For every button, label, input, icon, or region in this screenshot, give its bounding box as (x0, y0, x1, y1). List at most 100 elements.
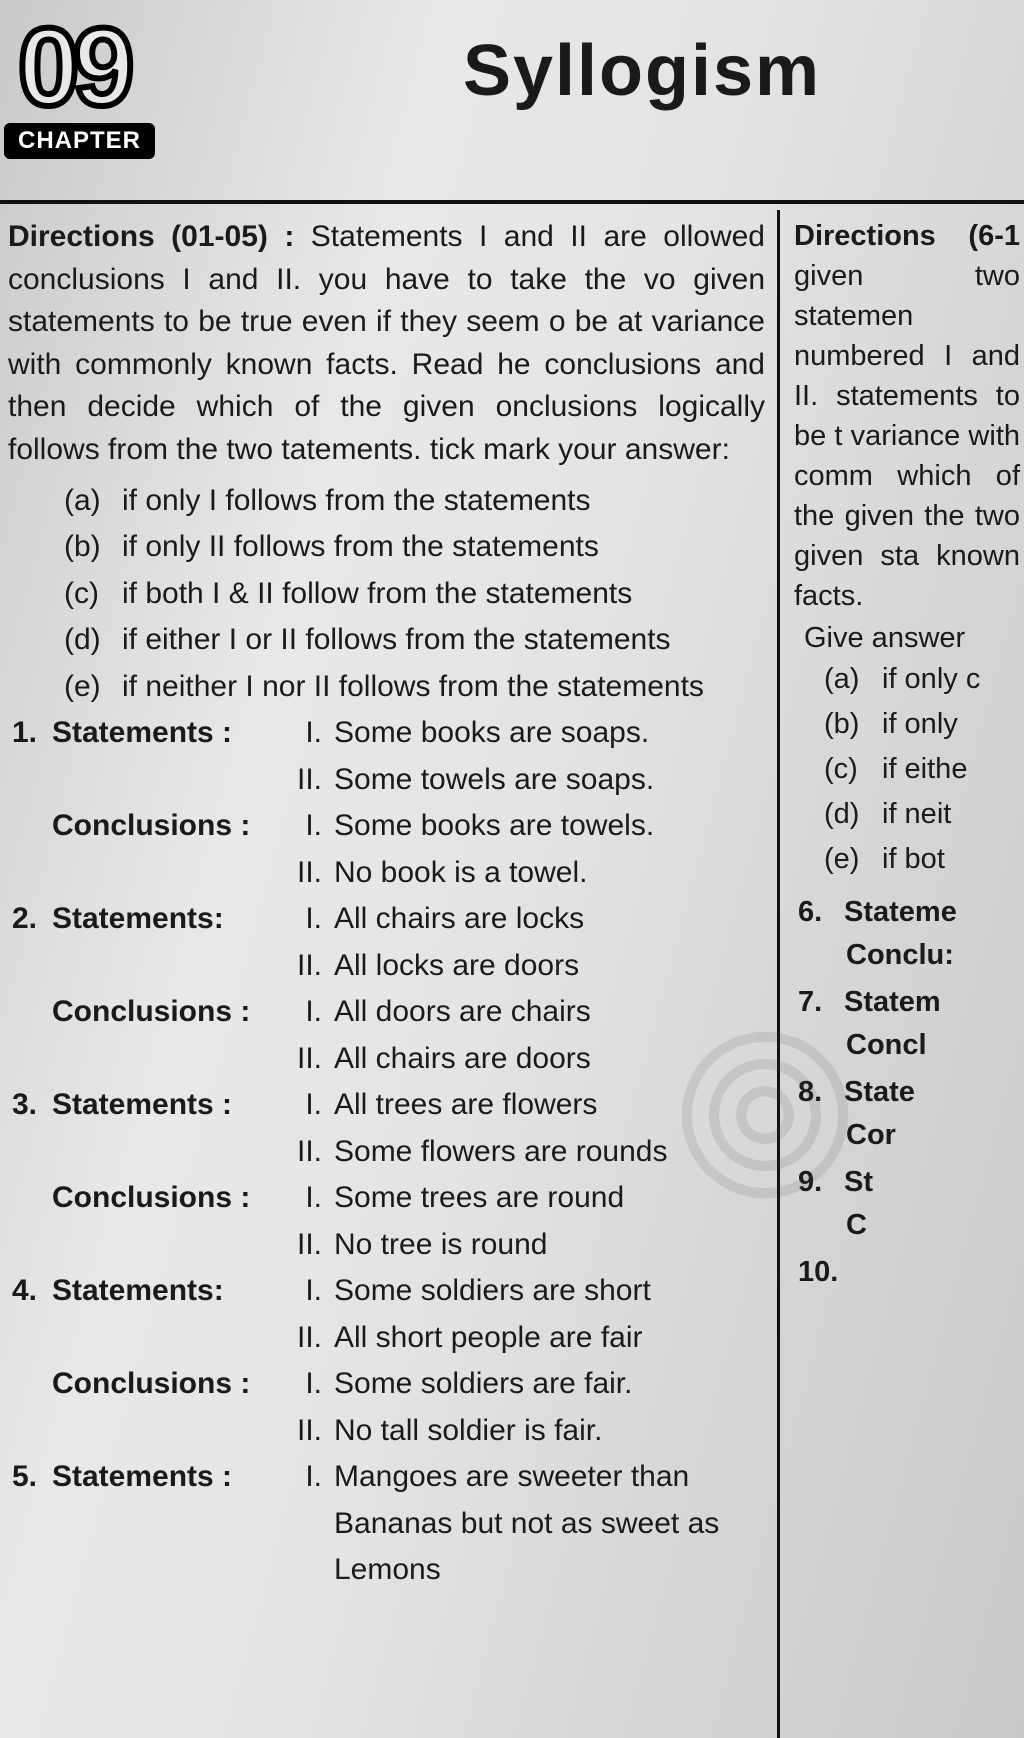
stmt-text: All trees are flowers (334, 1082, 597, 1129)
concl: II. No tree is round (282, 1222, 765, 1269)
roman-i: I. (282, 1268, 322, 1315)
directions-right-label: Directions (6-1 (794, 220, 1020, 252)
answer-options-right: (a)if only c (b)if only (c)if eithe (d)i… (794, 657, 1020, 882)
option-d: (d) if neit (824, 792, 1020, 837)
q-items: I.Some books are soaps. II.Some towels a… (282, 710, 765, 803)
columns: Directions (01-05) : Statements I and II… (0, 210, 1024, 1738)
statements-label: Statements: (52, 896, 282, 989)
stmt-text: Some books are soaps. (334, 710, 649, 757)
concl: I.Some trees are round (282, 1175, 765, 1222)
q-items: I.Some books are towels. II.No book is a… (282, 803, 765, 896)
option-d: (d) if either I or II follows from the st… (64, 617, 765, 664)
roman-ii: II. (282, 1315, 322, 1362)
option-text: if only I follows from the statements (122, 478, 591, 525)
concl: I.Some books are towels. (282, 803, 765, 850)
option-letter: (c) (824, 747, 868, 792)
option-text: if only II follows from the statements (122, 524, 599, 571)
q-number: 3. (8, 1082, 52, 1175)
q6-conclusion: Conclu: (794, 939, 1020, 972)
q-number: 4. (8, 1268, 52, 1361)
q-number: 6. (798, 896, 834, 929)
q8: 8.State (794, 1076, 1020, 1109)
page: 09 CHAPTER Syllogism Directions (01-05) … (0, 0, 1024, 1738)
stmt: II. Some flowers are rounds (282, 1129, 765, 1176)
option-b: (b) if only II follows from the statement… (64, 524, 765, 571)
stmt-text: All short people are fair (334, 1315, 643, 1362)
stmt-text: Some flowers are rounds (334, 1129, 668, 1176)
q-items: I.All chairs are locks II. All locks are … (282, 896, 765, 989)
stmt-text: All locks are doors (334, 943, 579, 990)
option-b: (b)if only (824, 702, 1020, 747)
q-text: Stateme (844, 896, 957, 929)
q2-conclusions: . Conclusions : I.All doors are chairs I… (8, 989, 765, 1082)
option-letter: (b) (64, 524, 108, 571)
q1-conclusions: . Conclusions : I.Some books are towels.… (8, 803, 765, 896)
q4-statements: 4. Statements: I. Some soldiers are short… (8, 1268, 765, 1361)
stmt: I.Some books are soaps. (282, 710, 765, 757)
concl-text: No tree is round (334, 1222, 547, 1269)
q3-conclusions: . Conclusions : I.Some trees are round I… (8, 1175, 765, 1268)
conclusions-label: Conclusions : (52, 1361, 282, 1454)
column-left: Directions (01-05) : Statements I and II… (0, 210, 780, 1738)
roman-ii: II. (282, 943, 322, 990)
concl-text: All doors are chairs (334, 989, 591, 1036)
concl-text: Some trees are round (334, 1175, 624, 1222)
q7: 7.Statem (794, 986, 1020, 1019)
directions-right-body: given two statemen numbered I and II. st… (794, 260, 1020, 612)
stmt: II.Some towels are soaps. (282, 757, 765, 804)
q5-statements: 5. Statements : I.Mangoes are sweeter th… (8, 1454, 765, 1594)
concl-text: No tall soldier is fair. (334, 1408, 602, 1455)
concl: II.No tall soldier is fair. (282, 1408, 765, 1455)
roman-i: I. (282, 896, 322, 943)
directions-right: Directions (6-1 given two statemen numbe… (794, 216, 1020, 616)
chapter-number: 09 (0, 18, 146, 117)
q9-conclusion: C (794, 1209, 1020, 1242)
chapter-badge: 09 CHAPTER (0, 18, 250, 159)
option-text: if neit (882, 792, 951, 837)
stmt-text: Some soldiers are short (334, 1268, 651, 1315)
conclusions-label: Conclusions : (52, 803, 282, 896)
give-answer: Give answer (804, 622, 1020, 655)
column-right: Directions (6-1 given two statemen numbe… (780, 210, 1024, 1738)
concl: II.All chairs are doors (282, 1036, 765, 1083)
statements-label: Statements : (52, 710, 282, 803)
roman-i: I. (282, 1454, 322, 1594)
q9: 9. St (794, 1166, 1020, 1199)
q7-conclusion: Concl (794, 1029, 1020, 1062)
roman-i: I. (282, 803, 322, 850)
option-letter: (d) (824, 792, 868, 837)
option-e: (e)if neither I nor II follows from the … (64, 664, 765, 711)
q8-conclusion: Cor (794, 1119, 1020, 1152)
roman-ii: II. (282, 1222, 322, 1269)
q-items: I.Some soldiers are fair. II.No tall sol… (282, 1361, 765, 1454)
option-text: if both I & II follow from the statement… (122, 571, 632, 618)
stmt: II. All locks are doors (282, 943, 765, 990)
q4-conclusions: . Conclusions : I.Some soldiers are fair… (8, 1361, 765, 1454)
option-text: if either I or II follows from the state… (122, 617, 671, 664)
option-e: (e)if bot (824, 837, 1020, 882)
conclusions-label: Conclusions : (52, 1175, 282, 1268)
option-c: (c)if both I & II follow from the statem… (64, 571, 765, 618)
q-number: 9. (798, 1166, 834, 1199)
q-items: I.All doors are chairs II.All chairs are… (282, 989, 765, 1082)
statements-label: Statements : (52, 1454, 282, 1594)
q-number: 7. (798, 986, 834, 1019)
stmt-text: Mangoes are sweeter than Bananas but not… (334, 1454, 765, 1594)
q-text: St (844, 1166, 873, 1199)
option-letter: (b) (824, 702, 868, 747)
q-number: 1. (8, 710, 52, 803)
option-c: (c)if eithe (824, 747, 1020, 792)
roman-i: I. (282, 1082, 322, 1129)
option-letter: (d) (64, 617, 108, 664)
directions-left-label: Directions (01-05) : (8, 220, 294, 253)
option-letter: (e) (64, 664, 108, 711)
statements-label: Statements: (52, 1268, 282, 1361)
q-items: I. Some soldiers are short II. All short p… (282, 1268, 765, 1361)
stmt: I.All chairs are locks (282, 896, 765, 943)
roman-ii: II. (282, 1129, 322, 1176)
option-a: (a)if only I follows from the statements (64, 478, 765, 525)
chapter-number-wrap: 09 (0, 18, 146, 117)
q-items: I.Mangoes are sweeter than Bananas but n… (282, 1454, 765, 1594)
concl: II.No book is a towel. (282, 850, 765, 897)
directions-left: Directions (01-05) : Statements I and II… (8, 216, 765, 472)
